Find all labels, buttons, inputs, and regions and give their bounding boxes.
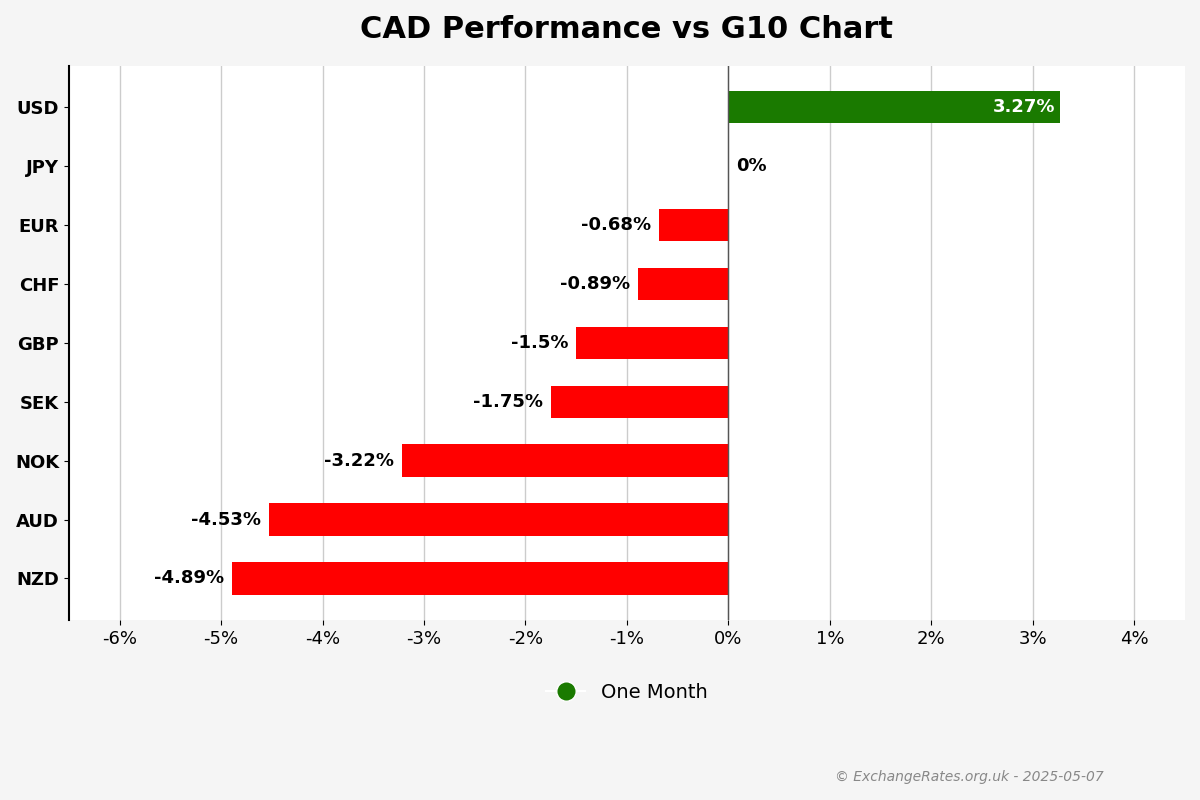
- Text: 3.27%: 3.27%: [992, 98, 1055, 116]
- Text: -0.68%: -0.68%: [581, 216, 652, 234]
- Bar: [269, 503, 728, 536]
- Bar: [638, 268, 728, 300]
- Bar: [233, 562, 728, 594]
- Legend: One Month: One Month: [539, 675, 715, 710]
- Text: © ExchangeRates.org.uk - 2025-05-07: © ExchangeRates.org.uk - 2025-05-07: [835, 770, 1104, 784]
- Bar: [728, 91, 1060, 123]
- Text: -4.89%: -4.89%: [154, 570, 224, 587]
- Title: CAD Performance vs G10 Chart: CAD Performance vs G10 Chart: [360, 15, 894, 44]
- Text: -3.22%: -3.22%: [324, 452, 394, 470]
- Text: -4.53%: -4.53%: [191, 510, 260, 529]
- Text: -1.5%: -1.5%: [510, 334, 568, 352]
- Bar: [551, 386, 728, 418]
- Bar: [402, 445, 728, 477]
- Text: -0.89%: -0.89%: [560, 275, 630, 293]
- Bar: [659, 209, 728, 241]
- Text: 0%: 0%: [737, 157, 767, 175]
- Text: -1.75%: -1.75%: [473, 393, 542, 410]
- Bar: [576, 326, 728, 359]
